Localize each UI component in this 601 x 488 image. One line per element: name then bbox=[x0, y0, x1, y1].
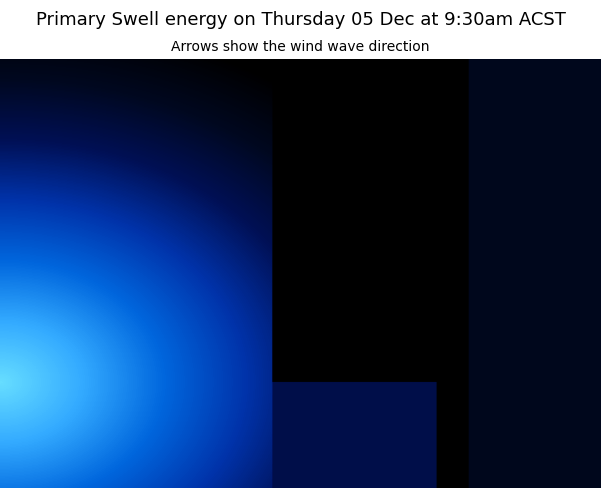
Text: Primary Swell energy on Thursday 05 Dec at 9:30am ACST: Primary Swell energy on Thursday 05 Dec … bbox=[35, 12, 566, 29]
Text: Arrows show the wind wave direction: Arrows show the wind wave direction bbox=[171, 40, 430, 54]
